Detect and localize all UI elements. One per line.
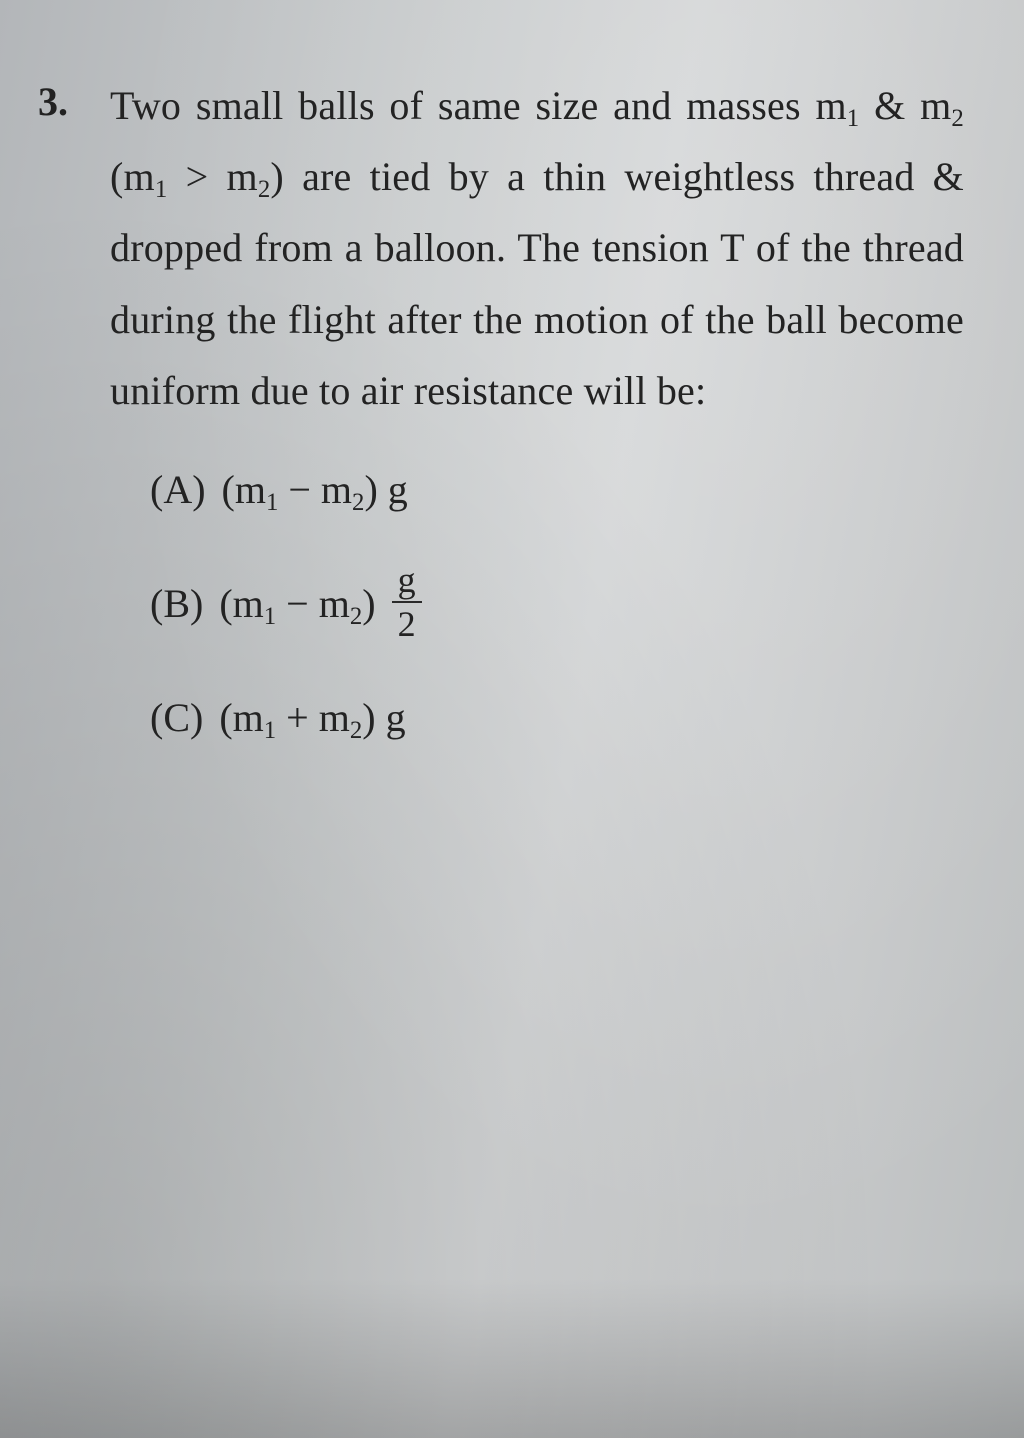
- option-b-frac-denominator: 2: [392, 603, 422, 642]
- option-a: (A) (m1 − m2) g: [150, 470, 964, 510]
- option-b-label: (B): [150, 584, 203, 624]
- options-list: (A) (m1 − m2) g (B) (m1 − m2) g 2 (C) (m…: [110, 470, 964, 738]
- question-page: 3. Two small balls of same size and mass…: [0, 0, 1024, 1438]
- option-b: (B) (m1 − m2) g 2: [150, 564, 964, 644]
- option-c: (C) (m1 + m2) g: [150, 698, 964, 738]
- question-number: 3.: [38, 78, 68, 125]
- option-b-frac-numerator: g: [392, 562, 422, 603]
- option-b-prefix: (m1 − m2): [219, 584, 375, 624]
- question-stem: Two small balls of same size and masses …: [110, 70, 964, 426]
- option-a-expression: (m1 − m2) g: [222, 470, 408, 510]
- option-a-label: (A): [150, 470, 206, 510]
- option-b-fraction: g 2: [392, 562, 422, 642]
- option-c-label: (C): [150, 698, 203, 738]
- option-c-expression: (m1 + m2) g: [219, 698, 405, 738]
